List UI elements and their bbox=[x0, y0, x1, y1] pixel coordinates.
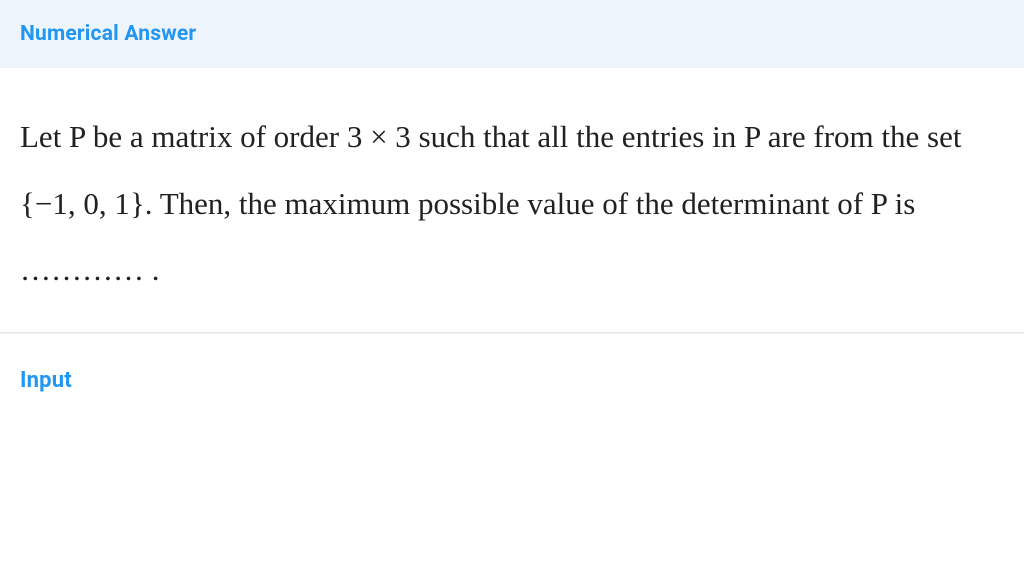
input-section[interactable]: Input bbox=[0, 334, 1024, 413]
question-type-label: Numerical Answer bbox=[20, 22, 196, 46]
question-text-part1: Let P be a matrix of order bbox=[20, 119, 347, 154]
question-text-part3: . Then, the maximum possible value of th… bbox=[145, 186, 916, 221]
set-notation: {−1, 0, 1} bbox=[20, 186, 145, 221]
input-label: Input bbox=[20, 368, 72, 393]
question-text-part4: . bbox=[144, 252, 160, 287]
matrix-order: 3 × 3 bbox=[347, 119, 411, 154]
header-section: Numerical Answer bbox=[0, 0, 1024, 68]
question-text-part2: such that all the entries in P are from … bbox=[411, 119, 962, 154]
question-body: Let P be a matrix of order 3 × 3 such th… bbox=[0, 68, 1024, 332]
answer-blank: ………… bbox=[20, 252, 144, 287]
